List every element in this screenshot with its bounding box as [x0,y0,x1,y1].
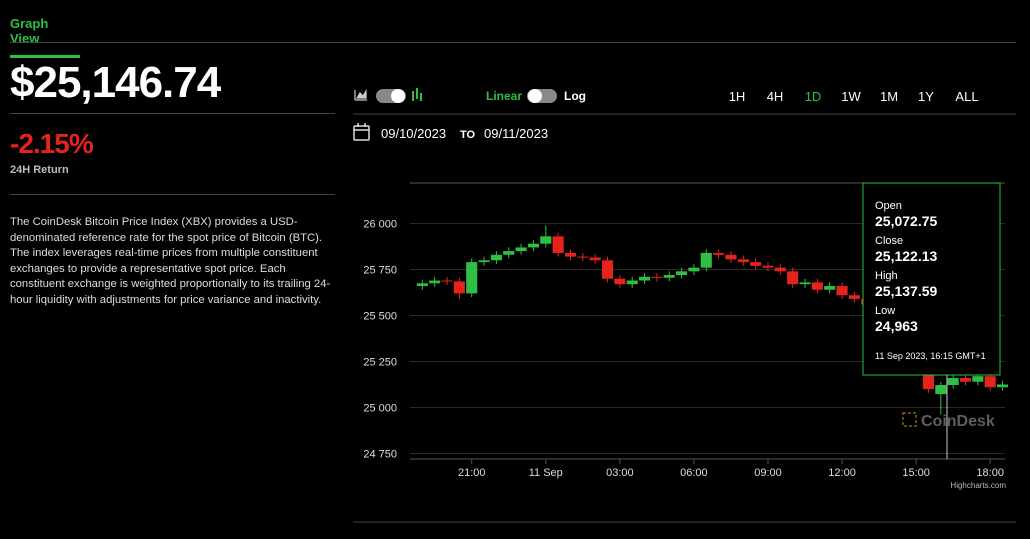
divider [10,194,335,195]
tooltip: Open 25,072.75 Close 25,122.13 High 25,1… [862,182,1001,376]
candle-body [478,260,490,263]
range-button[interactable]: 1W [841,89,861,104]
tooltip-time: 11 Sep 2023, 16:15 GMT+1 [875,351,986,361]
candle-body [564,252,577,257]
candle-body [725,254,737,260]
candle-body [836,286,848,296]
candle-body [676,271,688,275]
date-from[interactable]: 09/10/2023 [381,126,446,141]
candle-body [453,281,465,294]
change-label: 24H Return [10,164,69,176]
candle-body [503,251,515,255]
candle-body [577,256,589,258]
tooltip-box [862,182,1001,376]
candle-body [713,252,725,255]
x-tick-label: 18:00 [976,467,1004,479]
x-tick-label: 03:00 [606,467,634,479]
candle-body [848,295,860,299]
candle-body [490,254,502,261]
x-tick-label: 12:00 [828,467,856,479]
candle-body [515,247,527,252]
candle-body [922,370,935,390]
description: The CoinDesk Bitcoin Price Index (XBX) p… [10,216,331,306]
candle-body [737,259,749,263]
x-tick-label: 09:00 [754,467,782,479]
tooltip-value: 25,072.75 [875,213,937,229]
y-tick-label: 25 500 [363,310,397,322]
candle-body [959,378,972,382]
tooltip-value: 24,963 [875,318,918,334]
candle-body [527,243,539,248]
y-tick-label: 24 750 [363,448,397,460]
tooltip-label: Low [875,305,895,317]
x-tick-label: 06:00 [680,467,708,479]
y-tick-label: 25 750 [363,264,397,276]
candle-body [466,262,478,294]
price: $25,146.74 [10,58,221,107]
candle-body [663,275,675,278]
candle-body [700,252,712,268]
candle-body [589,257,601,261]
tooltip-value: 25,122.13 [875,248,937,264]
y-tick-label: 26 000 [363,218,397,230]
calendar-icon[interactable] [353,123,370,141]
candle-body [774,267,786,272]
credits[interactable]: Highcharts.com [950,481,1006,490]
candle-body [799,282,811,285]
candle-body [787,271,799,285]
candle-body [824,286,836,290]
range-button[interactable]: 1Y [918,89,934,104]
candle-body [811,282,823,290]
candle-body [441,280,453,282]
divider [10,42,1016,43]
candle-body [638,276,651,281]
candle-body [996,384,1009,388]
divider [10,113,335,114]
watermark: CoinDesk [902,412,995,430]
range-button[interactable]: 1M [880,89,898,104]
x-tick-label: 21:00 [458,467,486,479]
change: -2.15% [10,128,94,159]
date-separator: TO [460,129,476,141]
candle-icon[interactable] [412,88,422,101]
area-icon[interactable] [354,88,367,101]
candle-body [947,378,959,386]
tooltip-label: Close [875,235,903,247]
toggle-knob [528,89,542,103]
candle-body [540,236,552,244]
range-button[interactable]: 1D [805,89,822,104]
x-tick-label: 11 Sep [529,467,563,479]
date-to[interactable]: 09/11/2023 [484,126,548,141]
watermark-text: CoinDesk [921,413,995,430]
candle-body [972,376,984,382]
candle-body [984,376,996,388]
range-button[interactable]: 4H [767,89,784,104]
toggle-knob [391,89,405,103]
candle-body [651,276,663,278]
tooltip-label: High [875,270,898,282]
candle-body [552,236,564,253]
candle-body [626,280,638,285]
candle-body [688,267,700,272]
candle-body [935,385,947,395]
x-tick-label: 15:00 [902,467,930,479]
log-label[interactable]: Log [564,89,586,103]
y-tick-label: 25 000 [363,402,397,414]
candle-body [429,280,441,284]
candle-body [614,278,626,285]
tooltip-value: 25,137.59 [875,283,937,299]
candle-body [762,265,774,268]
candle-body [601,260,614,279]
range-button[interactable]: 1H [729,89,746,104]
tooltip-label: Open [875,200,902,212]
linear-label[interactable]: Linear [486,89,522,103]
candle-body [750,262,762,266]
y-tick-label: 25 250 [363,356,397,368]
candle-body [416,283,428,287]
range-button[interactable]: ALL [955,89,978,104]
